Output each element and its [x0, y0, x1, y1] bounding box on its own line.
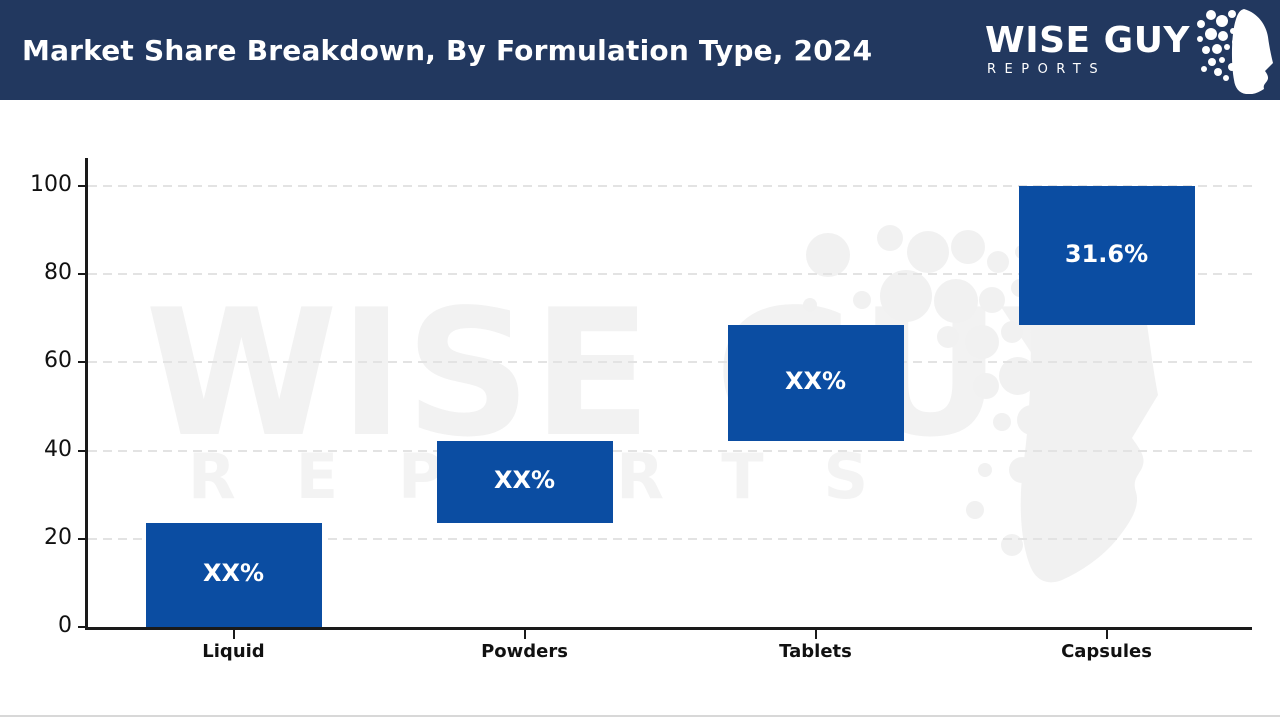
- y-tick-label-60: 60: [44, 348, 72, 374]
- logo-wordmark: WISE GUY: [984, 20, 1190, 61]
- gridline-20: [88, 537, 1252, 540]
- y-tick-100: [78, 185, 87, 187]
- y-axis-line: [85, 158, 88, 630]
- x-tick-tablets: [814, 630, 817, 639]
- x-label-capsules: Capsules: [1061, 641, 1152, 662]
- bar-label-liquid: XX%: [202, 558, 265, 587]
- gridline-80: [88, 273, 1252, 276]
- y-tick-20: [78, 537, 87, 540]
- gridline-60: [88, 361, 1252, 364]
- bottom-divider: [0, 715, 1280, 717]
- y-tick-label-40: 40: [44, 436, 72, 462]
- bar-capsules: [1018, 186, 1195, 326]
- wiseguy-logo: WISE GUY REPORTS: [985, 6, 1274, 94]
- bar-powders: [436, 440, 613, 523]
- bar-tablets: [727, 325, 904, 441]
- x-label-liquid: Liquid: [202, 641, 265, 662]
- gridline-40: [88, 449, 1252, 452]
- page-title: Market Share Breakdown, By Formulation T…: [22, 33, 873, 67]
- y-tick-label-0: 0: [58, 613, 72, 638]
- wiseguy-face-icon: [1197, 9, 1273, 94]
- x-label-powders: Powders: [481, 641, 568, 662]
- bar-label-tablets: XX%: [784, 367, 847, 396]
- y-tick-label-100: 100: [30, 172, 72, 197]
- x-tick-capsules: [1105, 630, 1108, 639]
- x-tick-liquid: [232, 630, 235, 639]
- x-label-tablets: Tablets: [779, 641, 852, 662]
- logo-text: WISE GUY REPORTS: [984, 20, 1190, 78]
- x-axis-line: [85, 627, 1252, 630]
- bar-label-capsules: 31.6%: [1064, 239, 1149, 268]
- y-tick-0: [78, 626, 87, 628]
- header-bar: Market Share Breakdown, By Formulation T…: [0, 0, 1280, 100]
- y-tick-label-20: 20: [44, 524, 72, 550]
- x-tick-powders: [523, 630, 526, 639]
- y-tick-80: [78, 273, 87, 276]
- y-tick-60: [78, 361, 87, 364]
- y-tick-label-80: 80: [44, 260, 72, 286]
- logo-subtitle: REPORTS: [986, 62, 1107, 77]
- y-tick-40: [78, 449, 87, 452]
- gridline-100: [88, 185, 1252, 187]
- bar-liquid: [145, 522, 322, 627]
- bar-label-powders: XX%: [493, 465, 556, 494]
